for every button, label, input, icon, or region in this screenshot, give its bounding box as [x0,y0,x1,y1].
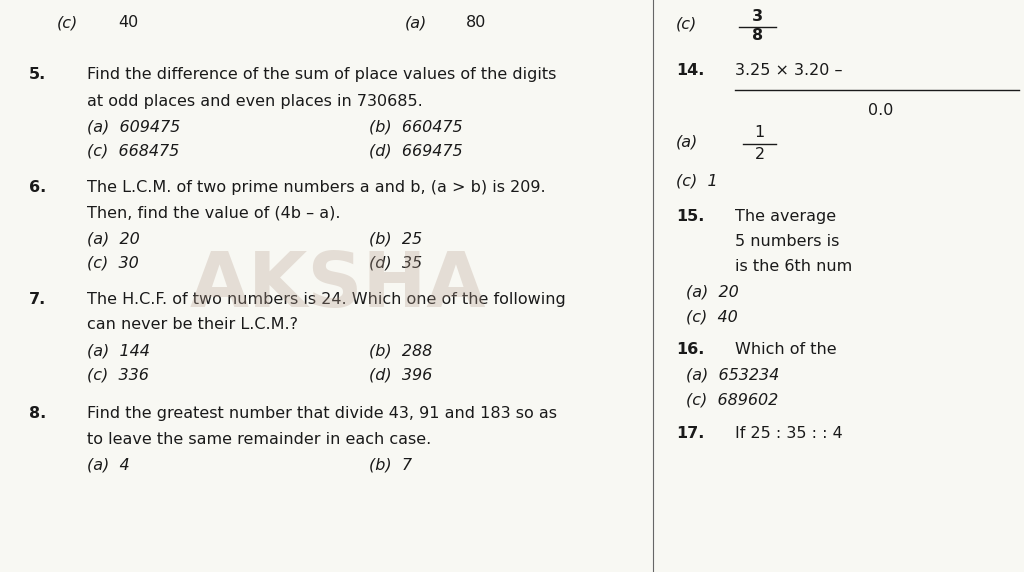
Text: 5 numbers is: 5 numbers is [735,234,840,249]
Text: is the 6th num: is the 6th num [735,259,853,274]
Text: The L.C.M. of two prime numbers a and b, (a > b) is 209.: The L.C.M. of two prime numbers a and b,… [87,180,546,195]
Text: 5.: 5. [29,67,46,82]
Text: 1: 1 [755,125,765,140]
Text: 3: 3 [753,9,763,23]
Text: (c)  668475: (c) 668475 [87,144,179,158]
Text: 7.: 7. [29,292,46,307]
Text: to leave the same remainder in each case.: to leave the same remainder in each case… [87,432,431,447]
Text: (a)  20: (a) 20 [87,232,140,247]
Text: (b)  288: (b) 288 [369,344,432,359]
Text: (a)  653234: (a) 653234 [686,367,779,382]
Text: (d)  396: (d) 396 [369,368,432,383]
Text: (c): (c) [56,15,78,30]
Text: (b)  25: (b) 25 [369,232,422,247]
Text: 15.: 15. [676,209,705,224]
Text: (a): (a) [676,134,698,149]
Text: If 25 : 35 : : 4: If 25 : 35 : : 4 [735,426,843,441]
Text: 40: 40 [118,15,138,30]
Text: (c)  336: (c) 336 [87,368,148,383]
Text: (c)  30: (c) 30 [87,256,139,271]
Text: at odd places and even places in 730685.: at odd places and even places in 730685. [87,94,423,109]
Text: (a)  20: (a) 20 [686,284,739,299]
Text: (a)  4: (a) 4 [87,458,130,472]
Text: Which of the: Which of the [735,342,837,357]
Text: 6.: 6. [29,180,46,195]
Text: 16.: 16. [676,342,705,357]
Text: (c): (c) [676,17,697,31]
Text: (c)  1: (c) 1 [676,174,718,189]
Text: (b)  7: (b) 7 [369,458,412,472]
Text: Find the greatest number that divide 43, 91 and 183 so as: Find the greatest number that divide 43,… [87,406,557,421]
Text: 0.0: 0.0 [868,103,893,118]
Text: can never be their L.C.M.?: can never be their L.C.M.? [87,317,298,332]
Text: (c)  40: (c) 40 [686,309,738,324]
Text: AKSHA: AKSHA [189,249,486,323]
Text: The average: The average [735,209,837,224]
Text: The H.C.F. of two numbers is 24. Which one of the following: The H.C.F. of two numbers is 24. Which o… [87,292,566,307]
Text: (a)  144: (a) 144 [87,344,150,359]
Text: (c)  689602: (c) 689602 [686,392,778,407]
Text: 17.: 17. [676,426,705,441]
Text: 8: 8 [753,28,763,43]
Text: (a): (a) [404,15,427,30]
Text: 2: 2 [755,147,765,162]
Text: (b)  660475: (b) 660475 [369,120,462,134]
Text: (d)  35: (d) 35 [369,256,422,271]
Text: Then, find the value of (4b – a).: Then, find the value of (4b – a). [87,206,341,221]
Text: (d)  669475: (d) 669475 [369,144,462,158]
Text: Find the difference of the sum of place values of the digits: Find the difference of the sum of place … [87,67,556,82]
Text: 80: 80 [466,15,486,30]
Text: 14.: 14. [676,63,705,78]
Text: 3.25 × 3.20 –: 3.25 × 3.20 – [735,63,843,78]
Text: 8.: 8. [29,406,46,421]
Text: (a)  609475: (a) 609475 [87,120,180,134]
